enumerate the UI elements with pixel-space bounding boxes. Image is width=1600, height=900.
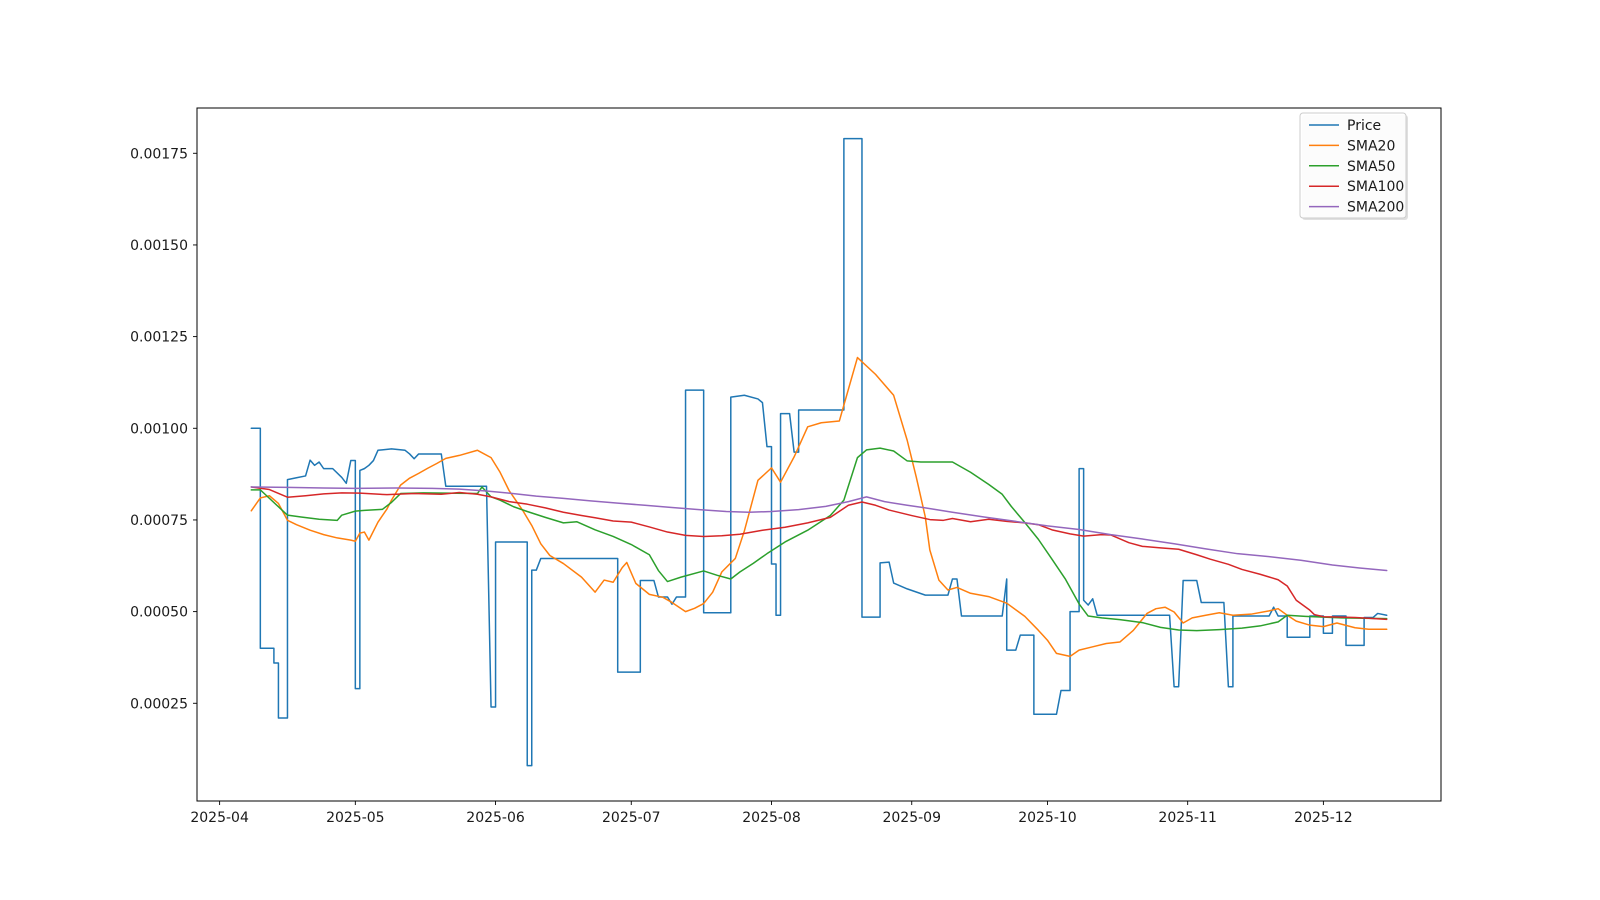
series-line-sma20 <box>250 356 1388 658</box>
legend-label: Price <box>1347 118 1381 134</box>
x-tick-label: 2025-04 <box>190 810 249 826</box>
x-tick-label: 2025-06 <box>466 810 525 826</box>
x-tick-label: 2025-08 <box>742 810 801 826</box>
series-line-sma50 <box>250 447 1388 632</box>
y-tick-label: 0.00125 <box>130 330 188 346</box>
y-tick-label: 0.00175 <box>130 146 188 162</box>
legend <box>1299 112 1407 219</box>
series-line-price <box>250 137 1388 767</box>
legend-label: SMA200 <box>1347 200 1404 216</box>
x-tick-label: 2025-09 <box>882 810 941 826</box>
x-tick-label: 2025-07 <box>602 810 661 826</box>
y-tick-label: 0.00025 <box>130 696 188 712</box>
legend-label: SMA50 <box>1347 159 1395 175</box>
x-tick-label: 2025-10 <box>1018 810 1077 826</box>
x-tick-label: 2025-12 <box>1294 810 1353 826</box>
x-tick-label: 2025-11 <box>1158 810 1217 826</box>
legend-label: SMA20 <box>1347 138 1395 154</box>
series-line-sma100 <box>250 486 1388 621</box>
x-tick-label: 2025-05 <box>326 810 385 826</box>
series-line-sma200 <box>250 486 1388 572</box>
y-tick-label: 0.00150 <box>130 238 188 254</box>
y-tick-label: 0.00075 <box>130 513 188 529</box>
y-tick-label: 0.00050 <box>130 605 188 621</box>
legend-label: SMA100 <box>1347 179 1404 195</box>
axes-spines <box>196 107 1442 802</box>
y-tick-label: 0.00100 <box>130 421 188 437</box>
